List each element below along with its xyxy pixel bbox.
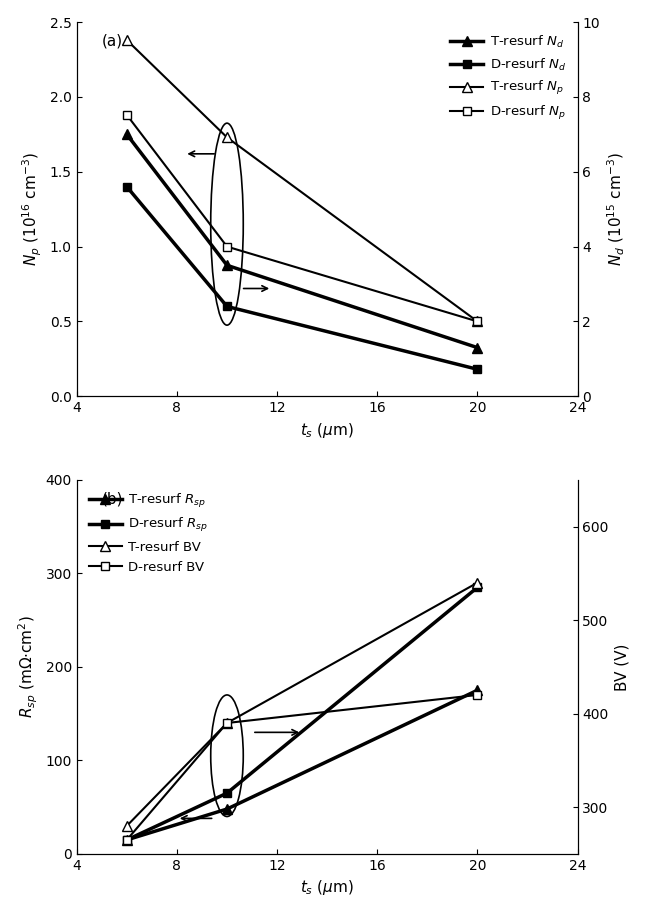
Text: (b): (b) [102,491,123,506]
X-axis label: $t_s$ ($\mu$m): $t_s$ ($\mu$m) [300,878,354,898]
Y-axis label: $R_{sp}$ (m$\Omega$$\cdot$cm$^{2}$): $R_{sp}$ (m$\Omega$$\cdot$cm$^{2}$) [17,615,40,718]
Legend: T-resurf $R_{sp}$, D-resurf $R_{sp}$, T-resurf BV, D-resurf BV: T-resurf $R_{sp}$, D-resurf $R_{sp}$, T-… [83,486,213,579]
Text: (a): (a) [102,34,123,48]
Y-axis label: BV (V): BV (V) [614,643,629,691]
Y-axis label: $N_p$ (10$^{16}$ cm$^{-3}$): $N_p$ (10$^{16}$ cm$^{-3}$) [21,152,45,266]
Legend: T-resurf $N_d$, D-resurf $N_d$, T-resurf $N_p$, D-resurf $N_p$: T-resurf $N_d$, D-resurf $N_d$, T-resurf… [445,28,571,127]
Y-axis label: $N_d$ (10$^{15}$ cm$^{-3}$): $N_d$ (10$^{15}$ cm$^{-3}$) [605,152,627,266]
X-axis label: $t_s$ ($\mu$m): $t_s$ ($\mu$m) [300,420,354,440]
